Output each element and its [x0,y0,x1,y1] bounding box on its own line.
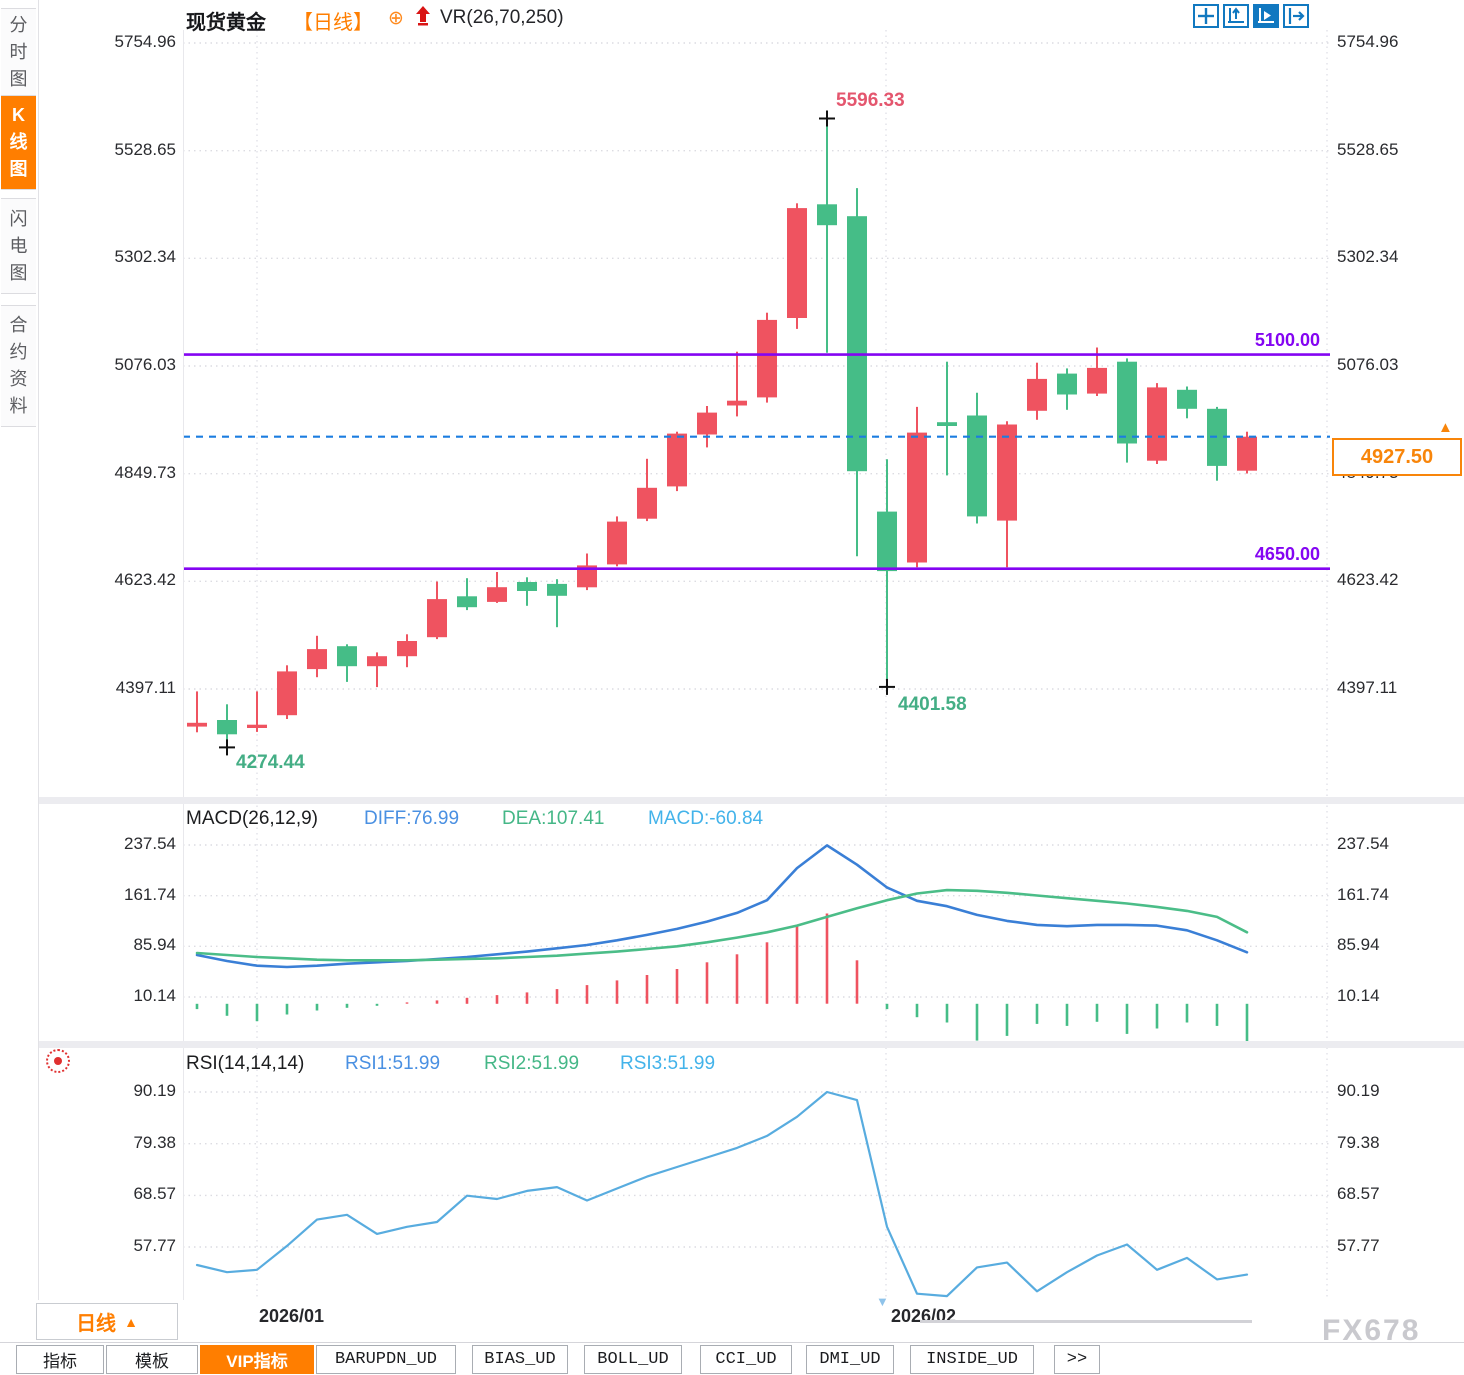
price-axis-label-left: 5754.96 [114,32,176,51]
overlay-indicator-label: VR(26,70,250) [440,7,564,28]
macd-axis-label-right: 237.54 [1337,834,1389,853]
macd-axis-label-left: 10.14 [133,986,176,1005]
support-level-label: 4650.00 [1254,544,1320,564]
bottom-tab-DMI_UD[interactable]: DMI_UD [806,1345,894,1374]
price-axis-label-left: 5302.34 [114,247,176,267]
triangle-up-icon: ▲ [124,1313,138,1330]
sidebar-tab-2[interactable]: 闪电图 [1,198,36,294]
scroll-position-marker-icon: ▼ [876,1294,889,1309]
rsi-axis-label-right: 68.57 [1337,1184,1380,1204]
rsi-axis-label-left: 68.57 [133,1184,176,1204]
bottom-tab-INSIDE_UD[interactable]: INSIDE_UD [910,1345,1034,1374]
price-axis-label-right: 5754.96 [1337,32,1399,51]
price-up-marker-icon: ▲ [1438,419,1453,436]
price-axis-label-right: 5302.34 [1337,247,1399,267]
bottom-tab-BOLL_UD[interactable]: BOLL_UD [584,1345,682,1374]
bottom-tab-指标[interactable]: 指标 [16,1345,104,1374]
bottom-tab->>[interactable]: >> [1054,1345,1100,1374]
resistance-level-label: 5100.00 [1254,330,1320,350]
macd-axis-label-left: 161.74 [124,884,176,904]
price-axis-label-right: 5076.03 [1337,355,1399,374]
symbol-name: 现货黄金 [186,12,266,34]
price-axis-label-right: 4397.11 [1337,678,1398,697]
price-axis-label-left: 4397.11 [115,678,176,697]
watermark: FX678 [1322,1314,1421,1347]
alarm-dot-icon[interactable] [46,1049,70,1073]
period-tag: 【日线】 [293,12,373,34]
current-price-tag: 4927.50 [1332,438,1462,476]
rsi-axis-label-left: 90.19 [133,1081,176,1100]
macd-hist-value: MACD:-60.84 [648,808,764,829]
chart-left-border [183,30,184,1300]
macd-diff-value: DIFF:76.99 [364,808,460,829]
rsi-axis-label-right: 57.77 [1337,1236,1380,1255]
period-label: 日线 [76,1313,117,1335]
red-up-arrow-icon [414,5,432,32]
rsi3-value: RSI3:51.99 [620,1053,716,1074]
bottom-tab-VIP指标[interactable]: VIP指标 [200,1345,314,1374]
rsi-name-label: RSI(14,14,14) [186,1053,305,1074]
x-axis-label-feb: 2026/02 [891,1306,957,1326]
bottom-tab-BARUPDN_UD[interactable]: BARUPDN_UD [316,1345,456,1374]
price-axis-label-right: 5528.65 [1337,139,1399,159]
axis-scale-icon[interactable] [1223,4,1249,28]
rsi2-value: RSI2:51.99 [484,1053,580,1074]
bottom-tab-模板[interactable]: 模板 [106,1345,198,1374]
panel-separator [38,797,1464,804]
axis-play-icon[interactable] [1253,4,1279,28]
circle-plus-icon[interactable]: ⊕ [388,8,404,29]
period-selector-button[interactable]: 日线 ▲ [36,1303,178,1340]
panel-separator [38,1041,1464,1048]
swing-low-annotation: 4401.58 [898,694,967,715]
bottom-tab-bar: 指标 模板 VIP指标 BARUPDN_UD BIAS_UD BOLL_UD CCI_UD D… [0,1342,1464,1375]
rsi-axis-label-left: 79.38 [133,1132,176,1152]
macd-axis-label-right: 10.14 [1337,986,1380,1005]
high-annotation: 5596.33 [836,90,905,111]
sidebar-tab-0[interactable]: 分时图 [1,8,36,96]
rsi-axis-label-right: 90.19 [1337,1081,1380,1100]
rsi-axis-label-left: 57.77 [133,1236,176,1255]
horizontal-scrollbar-thumb[interactable] [920,1320,1252,1323]
bottom-tab-CCI_UD[interactable]: CCI_UD [700,1345,792,1374]
macd-axis-label-right: 161.74 [1337,884,1389,904]
macd-name-label: MACD(26,12,9) [186,808,318,829]
x-axis-label-jan: 2026/01 [259,1306,325,1326]
sidebar-tab-3[interactable]: 合约资料 [1,305,36,427]
macd-axis-label-right: 85.94 [1337,935,1380,955]
move-crosshair-icon[interactable] [1193,4,1219,28]
macd-axis-label-left: 237.54 [124,834,176,853]
rsi1-value: RSI1:51.99 [345,1053,441,1074]
price-axis-label-left: 4849.73 [114,462,176,482]
price-axis-label-left: 5076.03 [114,355,176,374]
price-axis-label-right: 4623.42 [1337,570,1399,590]
macd-axis-label-left: 85.94 [133,935,176,955]
price-axis-label-left: 4623.42 [114,570,176,590]
bottom-tab-BIAS_UD[interactable]: BIAS_UD [472,1345,568,1374]
macd-dea-value: DEA:107.41 [502,808,605,829]
pane-export-icon[interactable] [1283,4,1309,28]
rsi-axis-label-right: 79.38 [1337,1132,1380,1152]
low-annotation: 4274.44 [236,752,305,773]
price-axis-label-left: 5528.65 [114,139,176,159]
